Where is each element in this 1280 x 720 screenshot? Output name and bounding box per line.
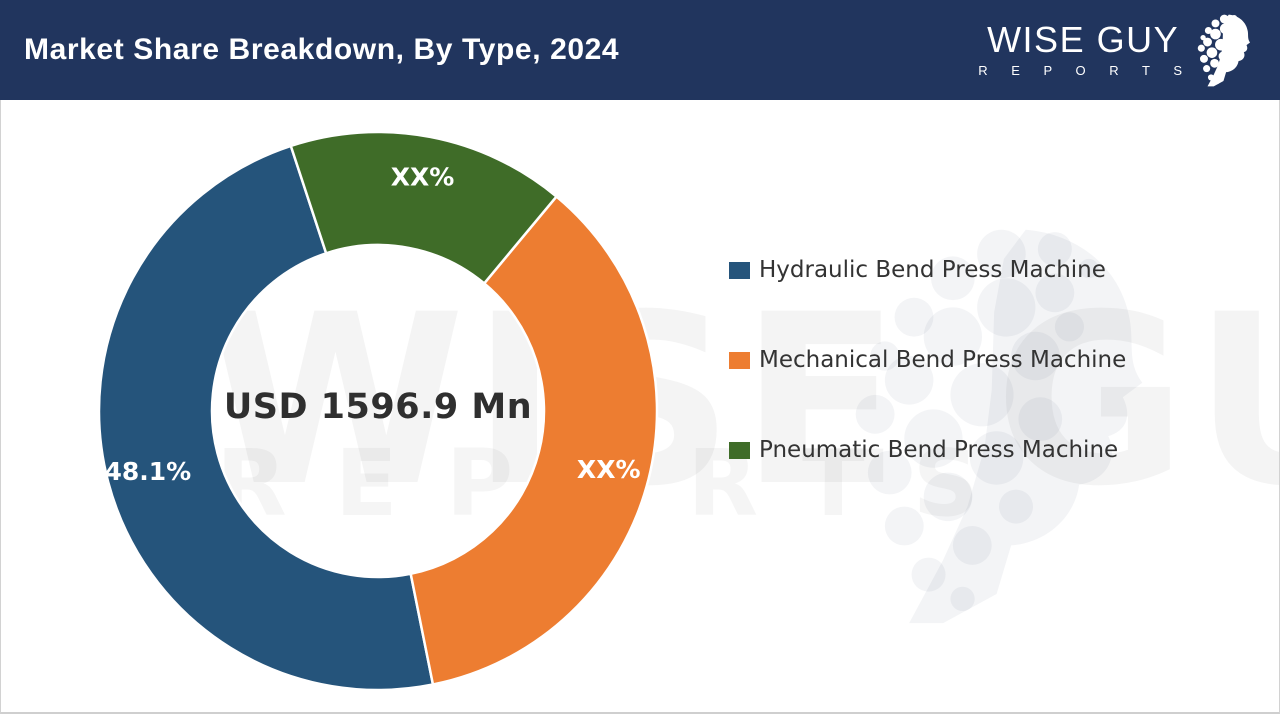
- wiseguy-logo-text: WISE GUY R E P O R T S: [974, 19, 1192, 79]
- page-title: Market Share Breakdown, By Type, 2024: [24, 33, 620, 66]
- legend-swatch: [729, 261, 750, 279]
- legend-label: Hydraulic Bend Press Machine: [759, 257, 1106, 283]
- donut-center-value: USD 1596.9 Mn: [223, 387, 533, 427]
- header-bar: Market Share Breakdown, By Type, 2024 WI…: [0, 0, 1280, 100]
- legend-swatch: [729, 351, 750, 369]
- logo-wordmark: WISE GUY: [987, 19, 1180, 60]
- legend-label: Pneumatic Bend Press Machine: [759, 437, 1119, 463]
- segment-value-label: XX%: [577, 455, 641, 484]
- wiseguy-logo: WISE GUY R E P O R T S: [974, 12, 1258, 88]
- segment-value-label: XX%: [391, 163, 455, 192]
- legend-item-2: Mechanical Bend Press Machine: [729, 343, 1126, 377]
- legend-item-3: Pneumatic Bend Press Machine: [729, 433, 1126, 467]
- donut-segment-3: [289, 130, 558, 285]
- legend-swatch: [729, 441, 750, 459]
- legend-label: Mechanical Bend Press Machine: [759, 347, 1127, 373]
- chart-legend: Hydraulic Bend Press Machine Mechanical B…: [729, 253, 1126, 523]
- legend-item-1: Hydraulic Bend Press Machine: [729, 253, 1126, 287]
- donut-segment-1: [97, 144, 435, 692]
- donut-segment-2: [409, 195, 659, 686]
- wiseguy-face-icon: [1196, 12, 1258, 88]
- logo-subtext: R E P O R T S: [978, 63, 1192, 78]
- segment-value-label: 48.1%: [105, 457, 192, 486]
